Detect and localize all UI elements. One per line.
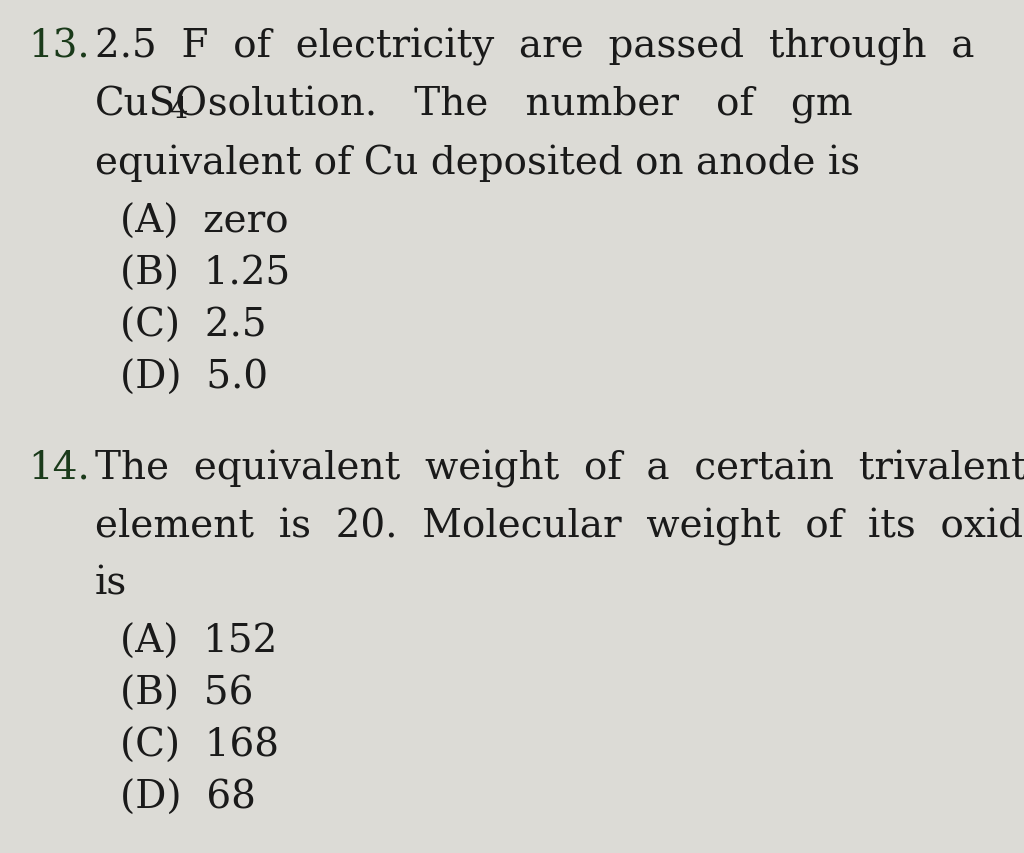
Text: (A)  zero: (A) zero	[120, 204, 289, 241]
Text: (C)  168: (C) 168	[120, 727, 279, 764]
Text: (B)  1.25: (B) 1.25	[120, 256, 290, 293]
Text: equivalent of Cu deposited on anode is: equivalent of Cu deposited on anode is	[95, 144, 860, 182]
Text: (B)  56: (B) 56	[120, 676, 253, 712]
Text: (D)  5.0: (D) 5.0	[120, 360, 268, 397]
Text: 2.5  F  of  electricity  are  passed  through  a: 2.5 F of electricity are passed through …	[95, 28, 975, 66]
Text: is: is	[95, 566, 127, 602]
Text: element  is  20.  Molecular  weight  of  its  oxide: element is 20. Molecular weight of its o…	[95, 508, 1024, 545]
Text: (D)  68: (D) 68	[120, 779, 256, 816]
Text: 14.: 14.	[28, 450, 90, 486]
Text: (C)  2.5: (C) 2.5	[120, 308, 266, 345]
Text: CuSO: CuSO	[95, 86, 208, 123]
Text: 4: 4	[169, 96, 187, 124]
Text: (A)  152: (A) 152	[120, 624, 278, 660]
Text: 13.: 13.	[28, 28, 90, 65]
Text: The  equivalent  weight  of  a  certain  trivalent: The equivalent weight of a certain triva…	[95, 450, 1024, 487]
Text: solution.   The   number   of   gm: solution. The number of gm	[183, 86, 853, 124]
